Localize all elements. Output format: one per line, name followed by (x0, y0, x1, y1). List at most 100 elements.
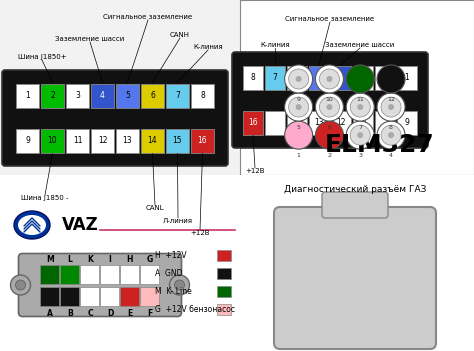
Bar (66, 84, 89, 107)
Text: 13: 13 (314, 118, 324, 127)
Circle shape (381, 97, 401, 117)
Text: Шина J1850 -: Шина J1850 - (21, 195, 69, 201)
FancyBboxPatch shape (18, 253, 182, 317)
Bar (0, 175, 237, 351)
Bar (141, 84, 164, 107)
Circle shape (346, 121, 374, 149)
Bar (331, 66, 351, 90)
Ellipse shape (14, 211, 50, 239)
Bar (141, 128, 164, 152)
Text: Л-линия: Л-линия (163, 218, 193, 224)
Text: 15: 15 (173, 136, 182, 145)
Text: A: A (47, 309, 53, 318)
Bar (120, 265, 139, 284)
Circle shape (327, 104, 332, 110)
Bar (41, 84, 64, 107)
Text: 13: 13 (123, 136, 132, 145)
Bar (41, 128, 64, 152)
Circle shape (284, 93, 313, 121)
Text: 5: 5 (317, 73, 321, 82)
Ellipse shape (18, 215, 46, 235)
Bar (91, 128, 114, 152)
Bar (166, 128, 189, 152)
Text: 5: 5 (125, 91, 130, 100)
Bar (237, 175, 474, 351)
Bar (287, 111, 307, 134)
Circle shape (315, 121, 344, 149)
Circle shape (315, 93, 344, 121)
Text: K: K (87, 254, 93, 264)
Text: 16: 16 (248, 118, 258, 127)
Bar (397, 111, 417, 134)
Text: 6: 6 (328, 125, 331, 130)
Circle shape (388, 104, 394, 110)
Bar (116, 128, 139, 152)
Bar (397, 66, 417, 90)
Text: I: I (109, 254, 111, 264)
Circle shape (346, 93, 374, 121)
Text: 16: 16 (198, 136, 207, 145)
Bar (166, 84, 189, 107)
Text: К-линия: К-линия (193, 44, 223, 50)
Bar (61, 286, 80, 305)
Circle shape (377, 65, 405, 93)
Text: 11: 11 (356, 97, 364, 102)
Text: К-линия: К-линия (260, 42, 290, 48)
Bar (309, 111, 329, 134)
Text: Шина J1850+: Шина J1850+ (18, 54, 66, 60)
Text: 1: 1 (405, 73, 410, 82)
Circle shape (10, 275, 30, 295)
Bar (81, 286, 100, 305)
Bar (140, 265, 159, 284)
Text: 7: 7 (175, 91, 180, 100)
Circle shape (296, 76, 301, 82)
Bar (287, 66, 307, 90)
Circle shape (174, 280, 184, 290)
Text: 10: 10 (326, 97, 333, 102)
FancyBboxPatch shape (322, 192, 388, 218)
Bar (243, 111, 263, 134)
Bar (217, 304, 231, 315)
Text: 14: 14 (148, 136, 157, 145)
Text: Сигнальное заземление: Сигнальное заземление (285, 16, 374, 22)
Text: Заземление шасси: Заземление шасси (325, 42, 395, 48)
Text: G  +12V бензонасос: G +12V бензонасос (155, 305, 235, 314)
Text: 12: 12 (387, 97, 395, 102)
Text: 8: 8 (251, 73, 255, 82)
Text: L: L (68, 254, 73, 264)
Text: CANL: CANL (146, 205, 164, 211)
Bar (16, 128, 39, 152)
Bar (116, 84, 139, 107)
Circle shape (170, 275, 190, 295)
FancyBboxPatch shape (232, 52, 428, 148)
FancyBboxPatch shape (274, 207, 436, 349)
Text: 3: 3 (361, 73, 365, 82)
FancyBboxPatch shape (2, 70, 228, 166)
Text: M: M (46, 254, 54, 264)
Text: 7: 7 (358, 125, 362, 130)
Text: 4: 4 (389, 153, 393, 158)
Text: 8: 8 (389, 125, 393, 130)
Text: +12В: +12В (245, 168, 265, 174)
Bar (91, 84, 114, 107)
Text: 7: 7 (273, 73, 277, 82)
Text: 12: 12 (336, 118, 346, 127)
Text: 10: 10 (48, 136, 57, 145)
Bar (217, 286, 231, 297)
Text: Диагностический разъём ГАЗ: Диагностический разъём ГАЗ (284, 185, 426, 194)
Bar (40, 265, 60, 284)
Text: VAZ: VAZ (62, 216, 99, 234)
Circle shape (319, 97, 339, 117)
Text: A  GND: A GND (155, 270, 182, 278)
Text: 11: 11 (358, 118, 368, 127)
Bar (81, 265, 100, 284)
Text: H  +12V: H +12V (155, 252, 187, 260)
Text: E: E (128, 309, 133, 318)
Circle shape (284, 65, 313, 93)
Text: H: H (127, 254, 133, 264)
Bar (353, 66, 373, 90)
Circle shape (381, 125, 401, 145)
Bar (100, 265, 119, 284)
Text: 9: 9 (297, 97, 301, 102)
Bar (353, 111, 373, 134)
